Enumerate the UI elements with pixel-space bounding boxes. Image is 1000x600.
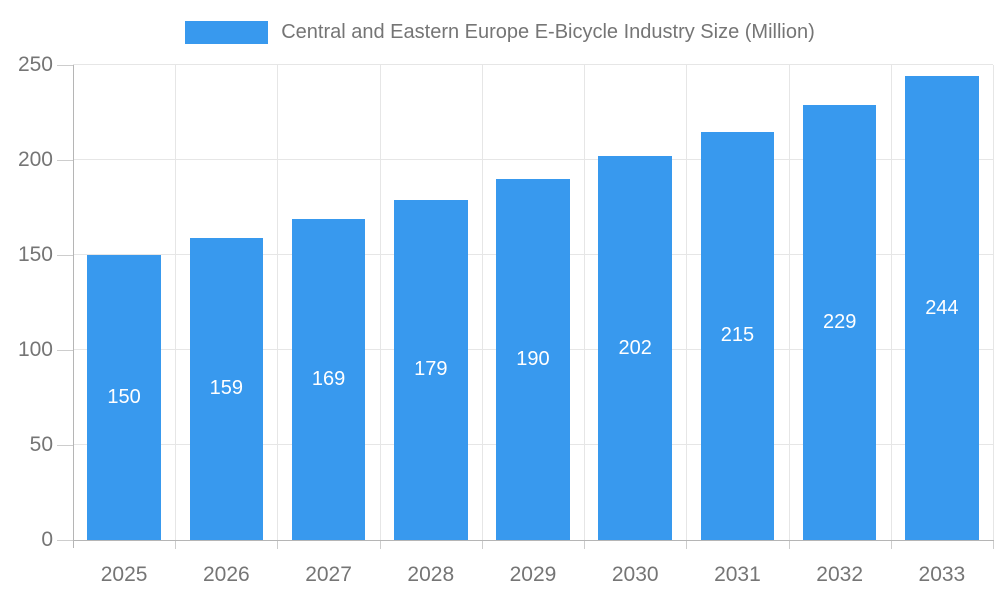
x-tick-label-2028: 2028 (407, 563, 455, 586)
bar-2030: 202 (598, 156, 673, 540)
x-tick-mark (686, 541, 688, 549)
x-tick-label-2030: 2030 (611, 563, 659, 586)
v-gridline (788, 65, 790, 540)
y-tick-label: 200 (17, 148, 53, 171)
x-tick-label-2029: 2029 (509, 563, 557, 586)
v-gridline (379, 65, 381, 540)
x-tick-label-2027: 2027 (305, 563, 352, 586)
bar-2031: 215 (700, 131, 775, 540)
x-tick-mark (584, 541, 586, 549)
bar-2027: 169 (291, 218, 366, 540)
bar-2026: 159 (189, 237, 264, 540)
y-tick-label: 100 (17, 338, 53, 361)
chart-legend[interactable]: Central and Eastern Europe E-Bicycle Ind… (0, 21, 1000, 44)
v-gridline (993, 65, 994, 540)
y-tick-mark (57, 160, 73, 161)
legend-swatch-icon (185, 21, 269, 44)
plot-area: 150 159 169 179 190 202 215 229 244 (73, 64, 994, 540)
v-gridline (277, 65, 279, 540)
x-tick-mark (993, 541, 994, 549)
x-tick-mark (175, 541, 177, 549)
bar-2033: 244 (905, 76, 979, 540)
bar-2028: 179 (393, 199, 468, 540)
x-tick-mark (277, 541, 279, 549)
bar-value-label: 202 (618, 336, 652, 359)
x-axis-line (73, 540, 994, 541)
v-gridline (481, 65, 483, 540)
bar-value-label: 150 (107, 386, 141, 408)
bar-value-label: 169 (311, 367, 346, 390)
y-tick-mark (57, 65, 73, 66)
y-tick-mark (57, 255, 73, 256)
x-tick-mark (788, 541, 790, 549)
x-tick-label-2026: 2026 (202, 563, 250, 586)
x-tick-mark (890, 541, 892, 549)
x-tick-mark (379, 541, 381, 549)
h-gridline (73, 159, 993, 160)
v-gridline (584, 65, 586, 540)
x-tick-label-2031: 2031 (714, 563, 761, 586)
bar-value-label: 190 (516, 348, 550, 370)
bar-value-label: 244 (925, 296, 959, 319)
h-gridline (73, 64, 993, 65)
x-tick-label-2033: 2033 (918, 563, 966, 586)
bar-value-label: 215 (720, 324, 755, 347)
v-gridline (175, 65, 177, 540)
bar-2029: 190 (496, 179, 570, 540)
y-tick-mark (57, 540, 73, 541)
bar-value-label: 179 (414, 358, 448, 381)
bar-value-label: 229 (822, 310, 857, 333)
y-tick-label: 150 (17, 243, 53, 266)
y-tick-label: 250 (17, 53, 53, 76)
v-gridline (890, 65, 892, 540)
y-tick-mark (57, 350, 73, 351)
v-gridline (686, 65, 688, 540)
y-tick-label: 0 (41, 528, 53, 551)
legend-label: Central and Eastern Europe E-Bicycle Ind… (281, 21, 815, 43)
y-axis-line (73, 65, 74, 548)
bar-2025: 150 (87, 255, 161, 540)
bar-value-label: 159 (209, 377, 244, 400)
x-tick-label-2025: 2025 (100, 563, 148, 586)
y-tick-mark (57, 445, 73, 446)
x-tick-label-2032: 2032 (816, 563, 864, 586)
x-tick-mark (481, 541, 483, 549)
y-tick-label: 50 (29, 433, 53, 456)
bar-2032: 229 (802, 104, 877, 540)
